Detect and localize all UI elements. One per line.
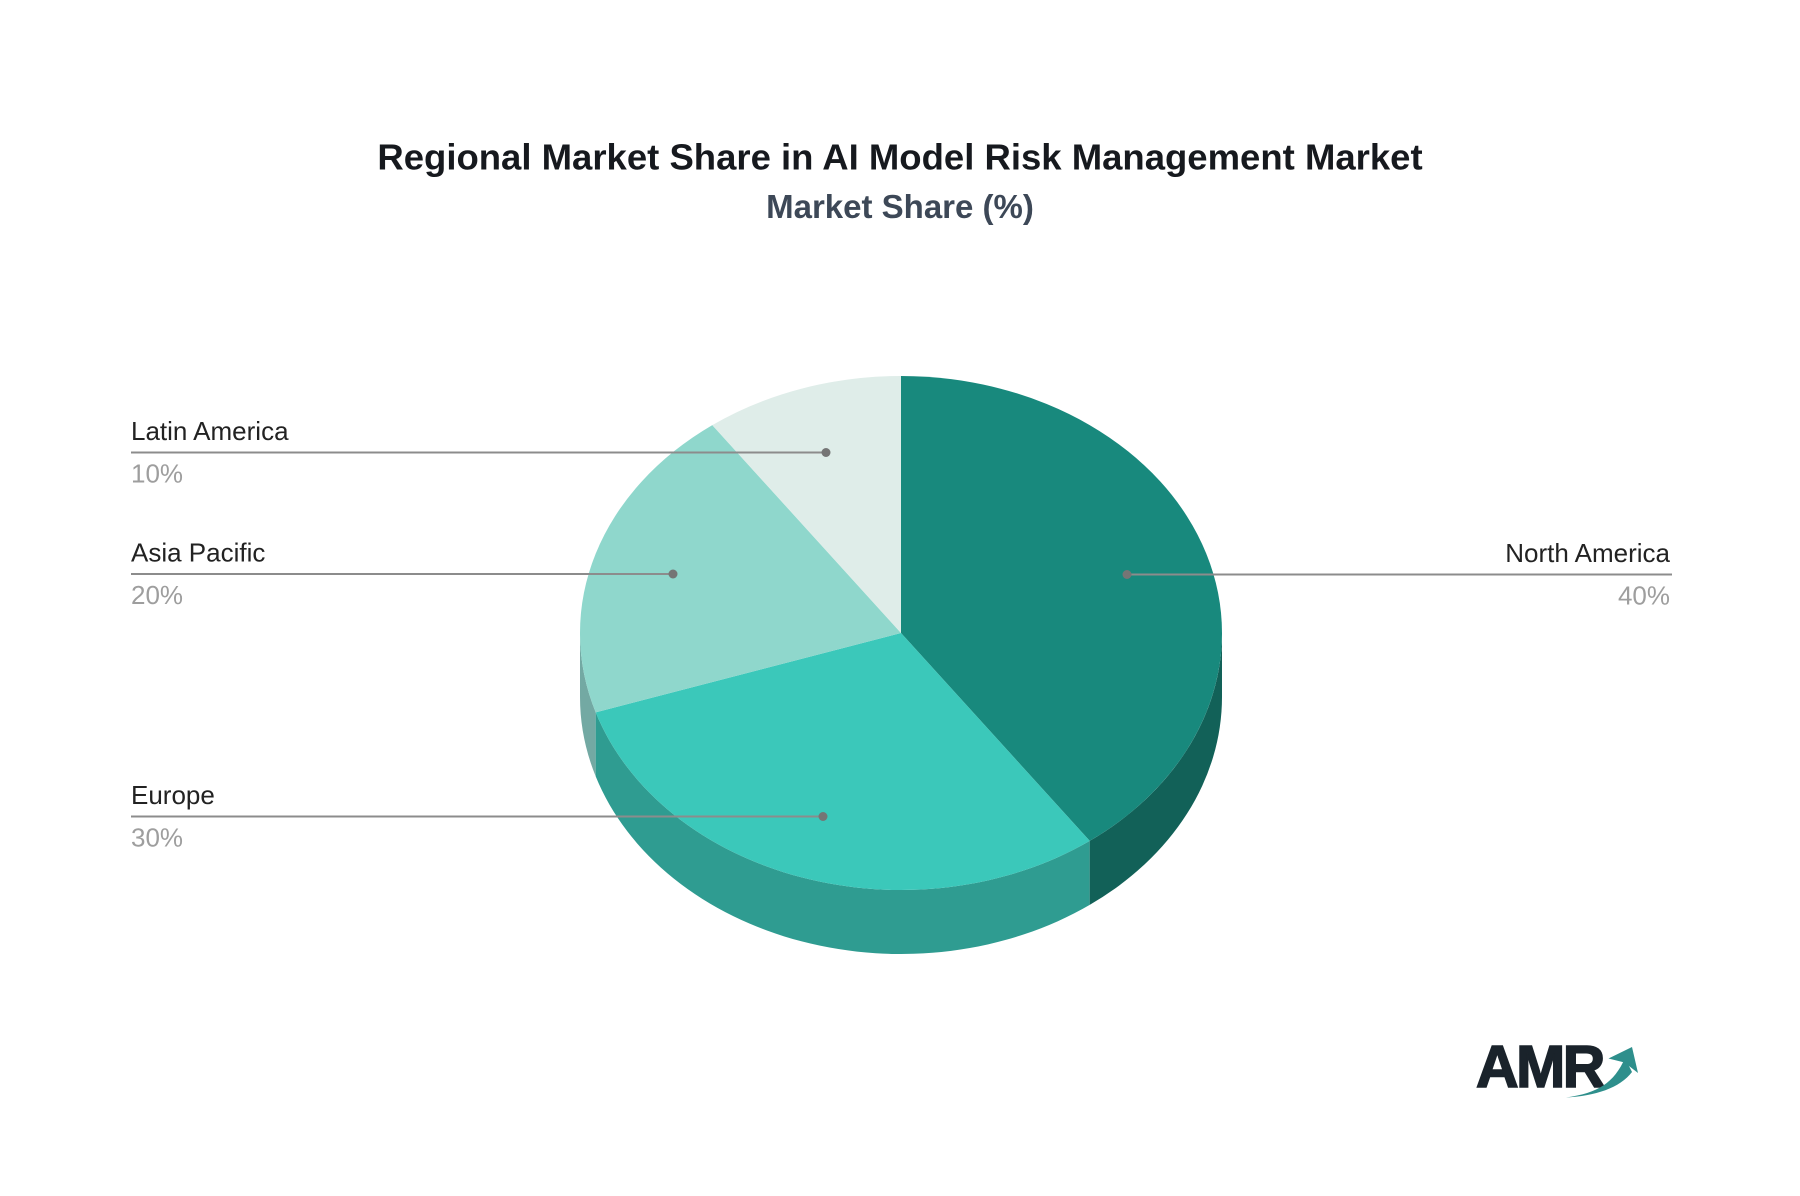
svg-text:Regional Market Share in AI Mo: Regional Market Share in AI Model Risk M… (377, 137, 1422, 178)
svg-text:Market Share (%): Market Share (%) (766, 188, 1034, 225)
svg-text:Europe: Europe (131, 780, 215, 810)
svg-text:AMR: AMR (1476, 1034, 1605, 1100)
svg-text:Latin America: Latin America (131, 416, 289, 446)
svg-text:40%: 40% (1618, 581, 1670, 611)
svg-text:20%: 20% (131, 580, 183, 610)
svg-text:North America: North America (1505, 538, 1670, 568)
svg-text:30%: 30% (131, 823, 183, 853)
svg-text:10%: 10% (131, 459, 183, 489)
svg-text:Asia Pacific: Asia Pacific (131, 538, 265, 568)
